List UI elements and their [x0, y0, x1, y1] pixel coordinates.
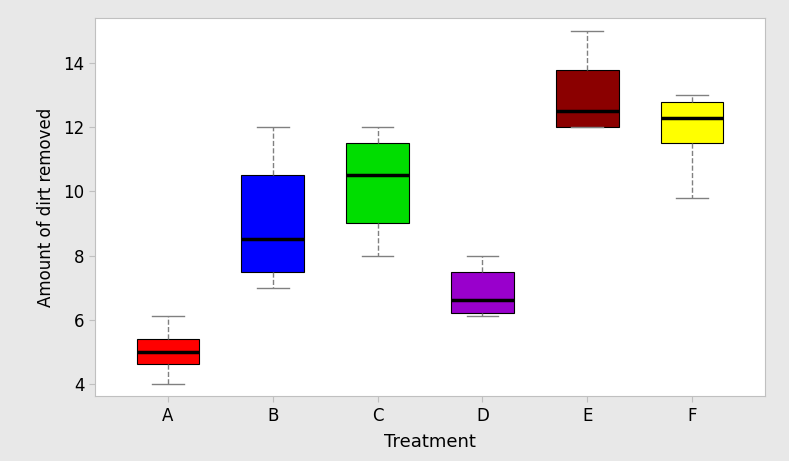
- X-axis label: Treatment: Treatment: [384, 433, 476, 451]
- PathPatch shape: [660, 102, 724, 143]
- PathPatch shape: [136, 339, 200, 365]
- PathPatch shape: [346, 143, 409, 224]
- Y-axis label: Amount of dirt removed: Amount of dirt removed: [36, 108, 54, 307]
- PathPatch shape: [555, 70, 619, 127]
- PathPatch shape: [241, 176, 305, 272]
- PathPatch shape: [451, 272, 514, 313]
